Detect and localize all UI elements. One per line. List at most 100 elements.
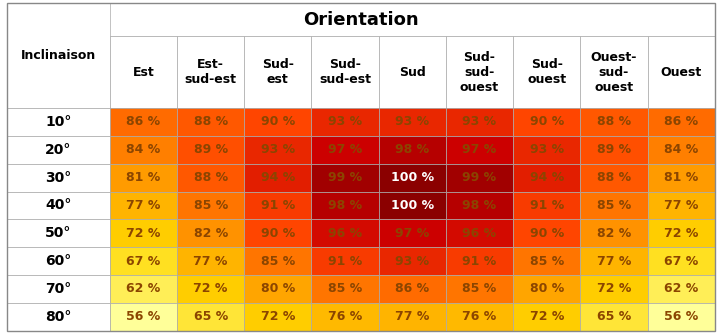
Text: 91 %: 91 % xyxy=(328,255,362,268)
FancyBboxPatch shape xyxy=(177,136,244,164)
FancyBboxPatch shape xyxy=(311,108,378,136)
FancyBboxPatch shape xyxy=(177,275,244,303)
FancyBboxPatch shape xyxy=(580,136,648,164)
Text: 80°: 80° xyxy=(45,310,71,324)
FancyBboxPatch shape xyxy=(513,192,580,219)
Text: 90 %: 90 % xyxy=(530,227,564,240)
Text: 10°: 10° xyxy=(45,115,71,129)
Text: Orientation: Orientation xyxy=(303,11,419,29)
FancyBboxPatch shape xyxy=(177,303,244,331)
FancyBboxPatch shape xyxy=(311,192,378,219)
FancyBboxPatch shape xyxy=(311,164,378,192)
Text: 84 %: 84 % xyxy=(126,143,160,156)
Text: 90 %: 90 % xyxy=(261,116,295,129)
FancyBboxPatch shape xyxy=(177,108,244,136)
FancyBboxPatch shape xyxy=(7,247,110,275)
FancyBboxPatch shape xyxy=(110,247,177,275)
Text: 85 %: 85 % xyxy=(328,283,362,296)
Text: 70°: 70° xyxy=(45,282,71,296)
Text: 88 %: 88 % xyxy=(597,171,631,184)
FancyBboxPatch shape xyxy=(446,247,513,275)
Text: 65 %: 65 % xyxy=(597,310,631,323)
FancyBboxPatch shape xyxy=(7,219,110,247)
FancyBboxPatch shape xyxy=(7,164,110,192)
FancyBboxPatch shape xyxy=(378,164,446,192)
FancyBboxPatch shape xyxy=(446,136,513,164)
Text: Sud-
est: Sud- est xyxy=(262,58,294,86)
Text: 80 %: 80 % xyxy=(261,283,295,296)
Text: 72 %: 72 % xyxy=(597,283,631,296)
Text: 85 %: 85 % xyxy=(530,255,564,268)
Text: 81 %: 81 % xyxy=(126,171,160,184)
Text: 94 %: 94 % xyxy=(261,171,295,184)
Text: 82 %: 82 % xyxy=(597,227,631,240)
Text: 85 %: 85 % xyxy=(462,283,497,296)
FancyBboxPatch shape xyxy=(244,36,311,108)
Text: 98 %: 98 % xyxy=(395,143,430,156)
FancyBboxPatch shape xyxy=(446,108,513,136)
FancyBboxPatch shape xyxy=(7,275,110,303)
Text: 77 %: 77 % xyxy=(126,199,160,212)
FancyBboxPatch shape xyxy=(311,219,378,247)
FancyBboxPatch shape xyxy=(378,219,446,247)
Text: 94 %: 94 % xyxy=(530,171,564,184)
Text: 50°: 50° xyxy=(45,226,71,240)
FancyBboxPatch shape xyxy=(648,136,715,164)
Text: Est-
sud-est: Est- sud-est xyxy=(185,58,237,86)
Text: 84 %: 84 % xyxy=(664,143,698,156)
FancyBboxPatch shape xyxy=(378,303,446,331)
FancyBboxPatch shape xyxy=(110,36,177,108)
Text: 77 %: 77 % xyxy=(193,255,228,268)
FancyBboxPatch shape xyxy=(244,247,311,275)
FancyBboxPatch shape xyxy=(648,164,715,192)
FancyBboxPatch shape xyxy=(244,136,311,164)
FancyBboxPatch shape xyxy=(580,108,648,136)
Text: 99 %: 99 % xyxy=(463,171,497,184)
Text: 72 %: 72 % xyxy=(664,227,698,240)
FancyBboxPatch shape xyxy=(110,192,177,219)
Text: 89 %: 89 % xyxy=(597,143,631,156)
FancyBboxPatch shape xyxy=(580,303,648,331)
Text: 60°: 60° xyxy=(45,254,71,268)
FancyBboxPatch shape xyxy=(177,219,244,247)
FancyBboxPatch shape xyxy=(110,219,177,247)
FancyBboxPatch shape xyxy=(110,108,177,136)
Text: 86 %: 86 % xyxy=(126,116,160,129)
FancyBboxPatch shape xyxy=(7,108,110,136)
Text: Est: Est xyxy=(133,65,155,78)
FancyBboxPatch shape xyxy=(648,219,715,247)
FancyBboxPatch shape xyxy=(110,164,177,192)
Text: 98 %: 98 % xyxy=(328,199,362,212)
FancyBboxPatch shape xyxy=(513,164,580,192)
FancyBboxPatch shape xyxy=(513,219,580,247)
Text: 97 %: 97 % xyxy=(395,227,430,240)
Text: 96 %: 96 % xyxy=(463,227,497,240)
Text: 91 %: 91 % xyxy=(261,199,295,212)
FancyBboxPatch shape xyxy=(7,3,715,36)
Text: Sud-
sud-
ouest: Sud- sud- ouest xyxy=(460,50,499,94)
FancyBboxPatch shape xyxy=(110,303,177,331)
Text: 100 %: 100 % xyxy=(391,171,434,184)
Text: 93 %: 93 % xyxy=(328,116,362,129)
FancyBboxPatch shape xyxy=(311,136,378,164)
FancyBboxPatch shape xyxy=(648,247,715,275)
Text: 91 %: 91 % xyxy=(462,255,497,268)
FancyBboxPatch shape xyxy=(446,36,513,108)
Text: 80 %: 80 % xyxy=(530,283,564,296)
FancyBboxPatch shape xyxy=(446,303,513,331)
Text: 77 %: 77 % xyxy=(395,310,430,323)
FancyBboxPatch shape xyxy=(7,3,110,108)
FancyBboxPatch shape xyxy=(378,247,446,275)
FancyBboxPatch shape xyxy=(513,275,580,303)
FancyBboxPatch shape xyxy=(378,192,446,219)
Text: 89 %: 89 % xyxy=(193,143,227,156)
Text: 72 %: 72 % xyxy=(529,310,564,323)
Text: 82 %: 82 % xyxy=(193,227,227,240)
Text: Sud-
sud-est: Sud- sud-est xyxy=(319,58,371,86)
FancyBboxPatch shape xyxy=(580,219,648,247)
FancyBboxPatch shape xyxy=(648,36,715,108)
FancyBboxPatch shape xyxy=(513,136,580,164)
FancyBboxPatch shape xyxy=(311,275,378,303)
FancyBboxPatch shape xyxy=(648,275,715,303)
Text: Ouest-
sud-
ouest: Ouest- sud- ouest xyxy=(591,50,637,94)
